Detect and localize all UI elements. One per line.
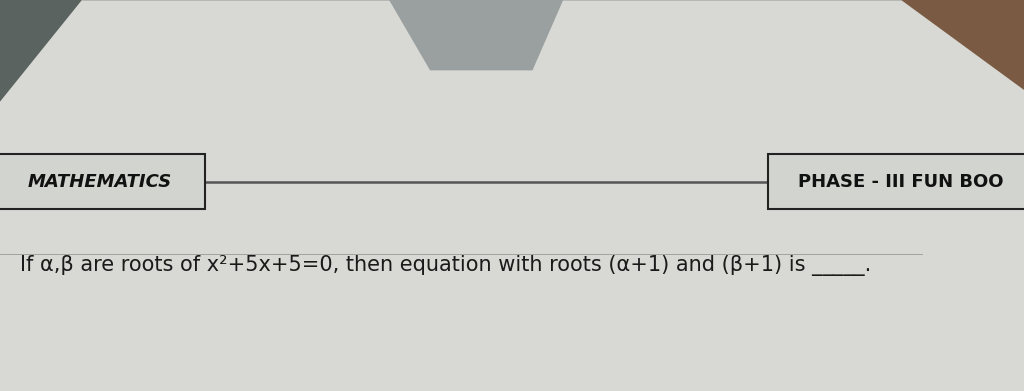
FancyBboxPatch shape	[768, 154, 1024, 209]
Polygon shape	[737, 0, 1024, 109]
FancyBboxPatch shape	[0, 154, 205, 209]
Text: MATHEMATICS: MATHEMATICS	[28, 173, 172, 191]
FancyBboxPatch shape	[0, 0, 1024, 109]
Text: If α,β are roots of x²+5x+5=0, then equation with roots (α+1) and (β+1) is _____: If α,β are roots of x²+5x+5=0, then equa…	[20, 255, 871, 276]
Polygon shape	[389, 0, 563, 70]
Text: PHASE - III FUN BOO: PHASE - III FUN BOO	[799, 173, 1004, 191]
